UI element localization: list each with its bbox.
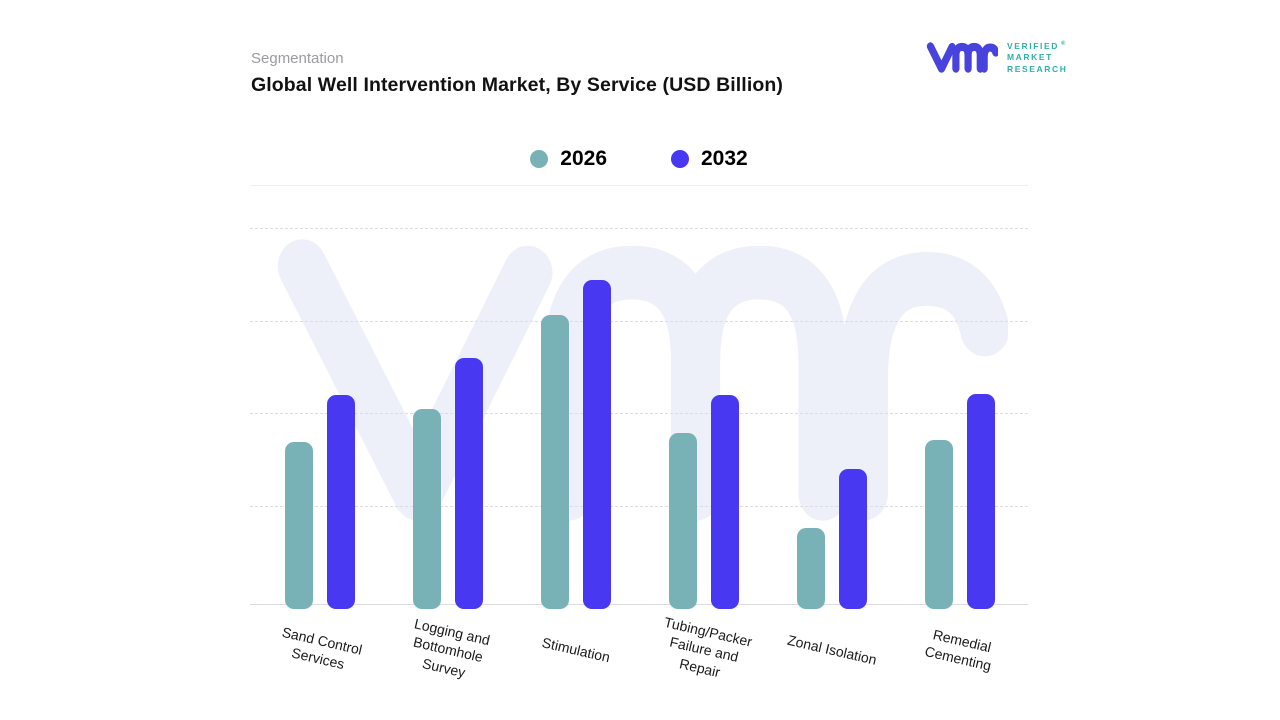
x-axis-label: Sand Control Services <box>280 623 364 673</box>
legend-item-2032: 2032 <box>671 147 748 171</box>
x-axis-label: Stimulation <box>540 634 612 666</box>
bar-2026-logging-and-bottomhole-survey <box>413 408 441 609</box>
vmr-logo: VERIFIED ® MARKET RESEARCH <box>926 40 1068 75</box>
vmr-logo-text: VERIFIED ® MARKET RESEARCH <box>1007 40 1068 75</box>
bar-2026-tubing-packer-failure-and-repair <box>669 432 697 609</box>
plot-area <box>250 185 1028 609</box>
x-axis-label: Remedial Cementing <box>923 626 993 675</box>
gridline <box>250 505 1028 507</box>
gridline <box>250 320 1028 322</box>
registered-mark: ® <box>1061 41 1066 47</box>
bar-2026-stimulation <box>541 315 569 609</box>
bar-2032-zonal-isolation <box>839 469 867 609</box>
x-axis-label: Zonal Isolation <box>785 631 879 668</box>
x-axis-label: Logging and Bottomhole Survey <box>411 615 492 681</box>
bar-2032-sand-control-services <box>327 395 355 609</box>
legend-dot-icon <box>530 150 549 168</box>
gridline <box>250 413 1028 414</box>
logo-line-2: MARKET <box>1007 52 1053 63</box>
vmr-monogram-icon <box>926 42 998 73</box>
bar-2032-logging-and-bottomhole-survey <box>455 358 483 609</box>
legend-label: 2026 <box>560 147 607 170</box>
gridline <box>250 228 1028 229</box>
bar-2026-remedial-cementing <box>925 440 953 609</box>
logo-line-3: RESEARCH <box>1007 63 1068 74</box>
vmr-watermark-icon <box>256 222 1008 538</box>
legend: 2026 2032 <box>250 147 1028 171</box>
chart-title: Global Well Intervention Market, By Serv… <box>251 74 783 96</box>
segment-eyebrow: Segmentation <box>251 50 344 67</box>
legend-label: 2032 <box>701 147 748 170</box>
bar-2032-stimulation <box>583 280 611 609</box>
bar-2032-remedial-cementing <box>967 394 995 609</box>
bar-2026-zonal-isolation <box>797 528 825 609</box>
logo-line-1: VERIFIED ® <box>1007 40 1066 51</box>
x-axis-line <box>250 604 1028 605</box>
bar-2026-sand-control-services <box>285 442 313 609</box>
bar-2032-tubing-packer-failure-and-repair <box>711 395 739 609</box>
legend-dot-icon <box>671 150 689 168</box>
x-axis-label: Tubing/Packer Failure and Repair <box>662 613 754 681</box>
legend-item-2026: 2026 <box>530 147 607 171</box>
